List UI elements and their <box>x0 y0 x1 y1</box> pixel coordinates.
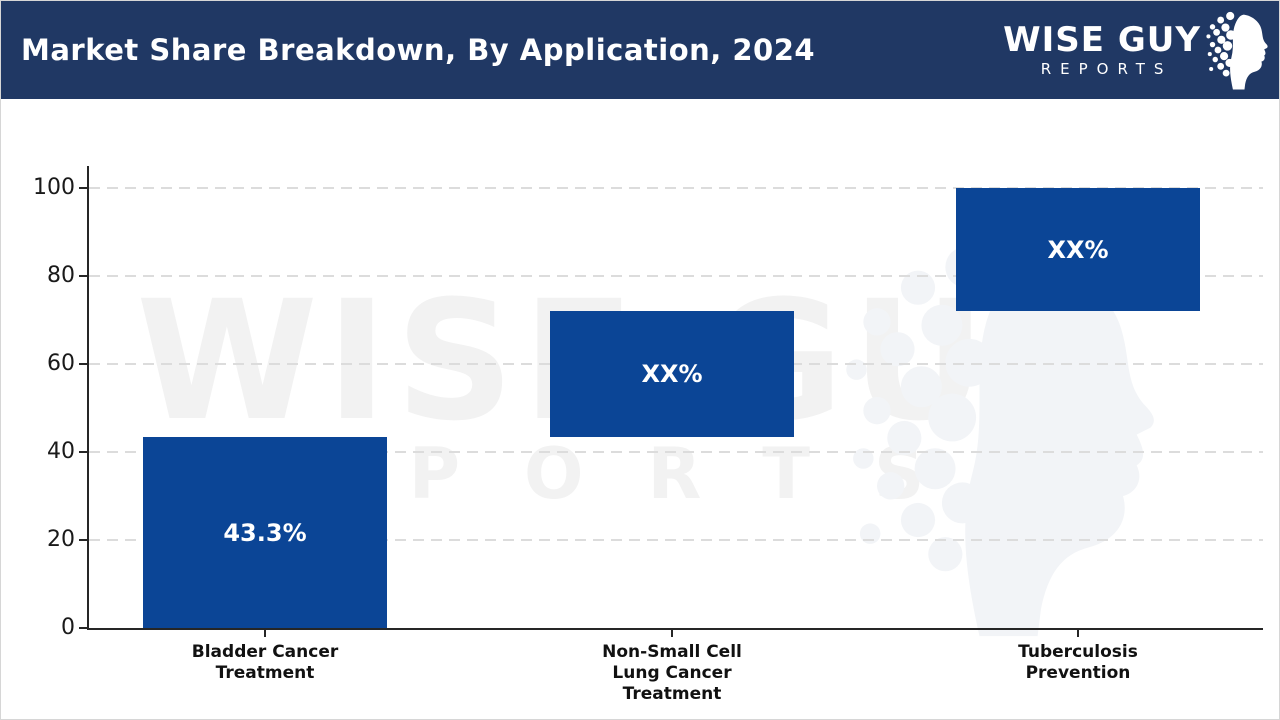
y-axis-tick-label: 40 <box>47 439 75 464</box>
y-axis-tick-label: 100 <box>33 175 75 200</box>
gridline <box>89 275 1263 277</box>
x-axis-spine <box>87 628 1263 630</box>
bar-non-small-cell-lung-cancer-treatment <box>550 311 794 438</box>
y-axis-tick <box>79 451 87 453</box>
wise-guy-reports-logo: WISE GUY REPORTS <box>1003 1 1271 99</box>
logo-text: WISE GUY REPORTS <box>1003 22 1201 78</box>
x-axis-tick-label: Bladder Cancer Treatment <box>191 642 339 683</box>
y-axis-tick-label: 60 <box>47 351 75 376</box>
y-axis-tick-label: 80 <box>47 263 75 288</box>
gridline <box>89 451 1263 453</box>
bar-bladder-cancer-treatment <box>143 437 387 628</box>
y-axis-tick <box>79 627 87 629</box>
gridline <box>89 539 1263 541</box>
bar-value-label: XX% <box>641 360 703 389</box>
y-axis-tick <box>79 187 87 189</box>
y-axis-tick <box>79 539 87 541</box>
y-axis-tick <box>79 363 87 365</box>
bar-value-label: 43.3% <box>223 518 307 547</box>
x-axis-tick <box>671 630 673 637</box>
y-axis-tick-label: 0 <box>61 615 75 640</box>
x-axis-tick-label: Non-Small Cell Lung Cancer Treatment <box>602 642 742 704</box>
y-axis-tick <box>79 275 87 277</box>
page-title: Market Share Breakdown, By Application, … <box>21 33 816 67</box>
x-axis-tick <box>264 630 266 637</box>
logo-face-icon <box>1206 11 1268 90</box>
logo-subtitle: REPORTS <box>1040 60 1173 78</box>
bar-value-label: XX% <box>1047 235 1109 264</box>
y-axis-spine <box>87 166 89 630</box>
bar-tuberculosis-prevention <box>956 188 1200 312</box>
gridline <box>89 187 1263 189</box>
x-axis-tick <box>1077 630 1079 637</box>
x-axis-tick-label: Tuberculosis Prevention <box>1018 642 1138 683</box>
logo-wordmark: WISE GUY <box>1003 20 1201 60</box>
header-bar: Market Share Breakdown, By Application, … <box>1 1 1279 99</box>
y-axis-tick-label: 20 <box>47 527 75 552</box>
